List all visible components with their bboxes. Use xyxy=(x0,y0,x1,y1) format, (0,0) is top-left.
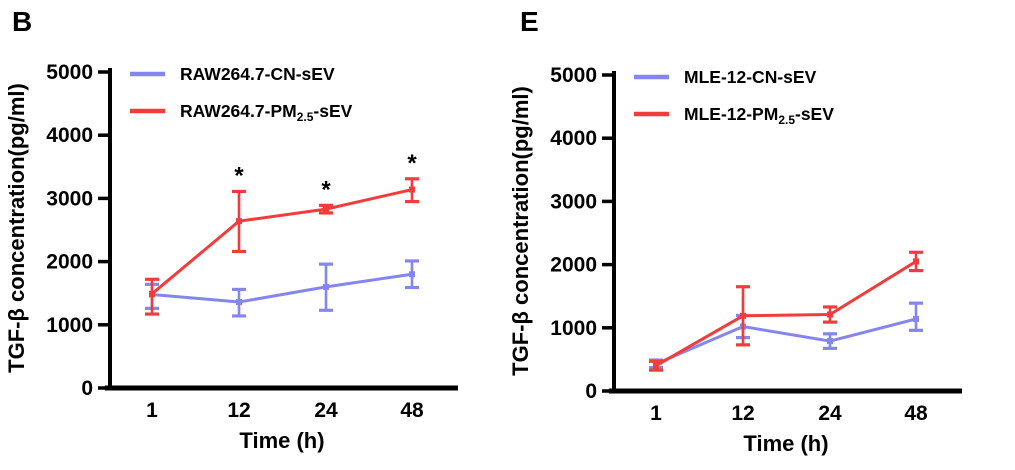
data-point xyxy=(149,290,155,297)
series-line xyxy=(151,272,413,304)
data-point xyxy=(913,258,919,265)
data-point xyxy=(827,311,833,318)
y-tick-label: 3000 xyxy=(46,187,93,210)
legend-item: RAW264.7-CN-sEV xyxy=(130,64,335,84)
data-point xyxy=(740,312,746,319)
legend-label: RAW264.7-PM2.5-sEV xyxy=(180,101,353,124)
x-tick-label: 12 xyxy=(227,399,250,422)
panel-b: B 0 1000 2000 3000 4000 5000 1 12 24 48 TGF-β conc… xyxy=(0,0,507,470)
series-pm25 xyxy=(145,177,419,316)
series-pm25 xyxy=(649,250,923,372)
significance-asterisk: * xyxy=(234,162,244,189)
series-line xyxy=(655,260,917,368)
legend-item: MLE-12-CN-sEV xyxy=(634,67,817,87)
x-tick-label: 24 xyxy=(818,402,842,425)
data-point xyxy=(323,283,329,290)
y-tick-label: 2000 xyxy=(550,254,597,277)
y-tick-label: 4000 xyxy=(550,127,597,150)
legend-item: RAW264.7-PM2.5-sEV xyxy=(130,101,353,124)
legend-label: RAW264.7-CN-sEV xyxy=(180,64,335,84)
y-tick-label: 5000 xyxy=(46,61,93,84)
panel-e: E 0 1000 2000 3000 4000 5000 1 12 24 48 TGF-β conc… xyxy=(508,0,1015,470)
y-axis-title: TGF-β concentration(pg/ml) xyxy=(508,86,533,376)
data-point xyxy=(236,218,242,225)
x-tick-label: 1 xyxy=(146,399,158,422)
y-axis-title: TGF-β concentration(pg/ml) xyxy=(4,83,29,373)
series-cn xyxy=(649,301,923,370)
data-point xyxy=(323,206,329,213)
series-line xyxy=(151,188,413,295)
y-tick-label: 1000 xyxy=(46,314,93,337)
panel-b-letter: B xyxy=(12,6,33,37)
panel-b-chart: 0 1000 2000 3000 4000 5000 1 12 24 48 TGF-β concen… xyxy=(4,61,458,453)
data-point xyxy=(913,315,919,322)
y-tick-label: 3000 xyxy=(550,190,597,213)
x-tick-label: 1 xyxy=(650,402,662,425)
x-tick-label: 48 xyxy=(400,399,424,422)
significance-asterisk: * xyxy=(321,176,331,203)
data-point xyxy=(827,338,833,345)
x-axis-title: Time (h) xyxy=(239,428,324,453)
series-cn xyxy=(145,259,419,318)
y-tick-label: 1000 xyxy=(550,317,597,340)
y-tick-label: 2000 xyxy=(46,251,93,274)
panel-e-chart: 0 1000 2000 3000 4000 5000 1 12 24 48 TGF-β concen… xyxy=(508,64,962,456)
significance-asterisk: * xyxy=(407,150,417,177)
legend-item: MLE-12-PM2.5-sEV xyxy=(634,104,834,127)
panel-e-letter: E xyxy=(520,6,539,37)
y-tick-label: 0 xyxy=(585,380,597,403)
y-tick-label: 5000 xyxy=(550,64,597,87)
data-point xyxy=(409,186,415,193)
x-axis-title: Time (h) xyxy=(743,431,828,456)
x-tick-label: 48 xyxy=(904,402,928,425)
data-point xyxy=(236,299,242,306)
data-point xyxy=(653,362,659,369)
y-tick-label: 0 xyxy=(81,377,93,400)
x-tick-label: 24 xyxy=(314,399,338,422)
y-tick-label: 4000 xyxy=(46,124,93,147)
legend-label: MLE-12-PM2.5-sEV xyxy=(684,104,834,127)
legend-label: MLE-12-CN-sEV xyxy=(684,67,817,87)
data-point xyxy=(409,271,415,278)
x-tick-label: 12 xyxy=(731,402,754,425)
series-line xyxy=(655,317,917,366)
